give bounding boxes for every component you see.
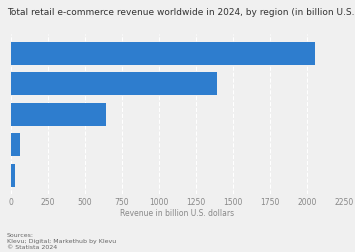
Bar bbox=[11, 134, 20, 156]
X-axis label: Revenue in billion U.S. dollars: Revenue in billion U.S. dollars bbox=[120, 209, 235, 217]
Bar bbox=[11, 43, 315, 65]
Bar bbox=[11, 73, 217, 96]
Bar bbox=[11, 103, 105, 126]
Bar bbox=[11, 164, 15, 187]
Text: Total retail e-commerce revenue worldwide in 2024, by region (in billion U.S. do: Total retail e-commerce revenue worldwid… bbox=[7, 8, 355, 17]
Text: Sources:
Klevu; Digital; Markethub by Klevu
© Statista 2024: Sources: Klevu; Digital; Markethub by Kl… bbox=[7, 232, 116, 249]
